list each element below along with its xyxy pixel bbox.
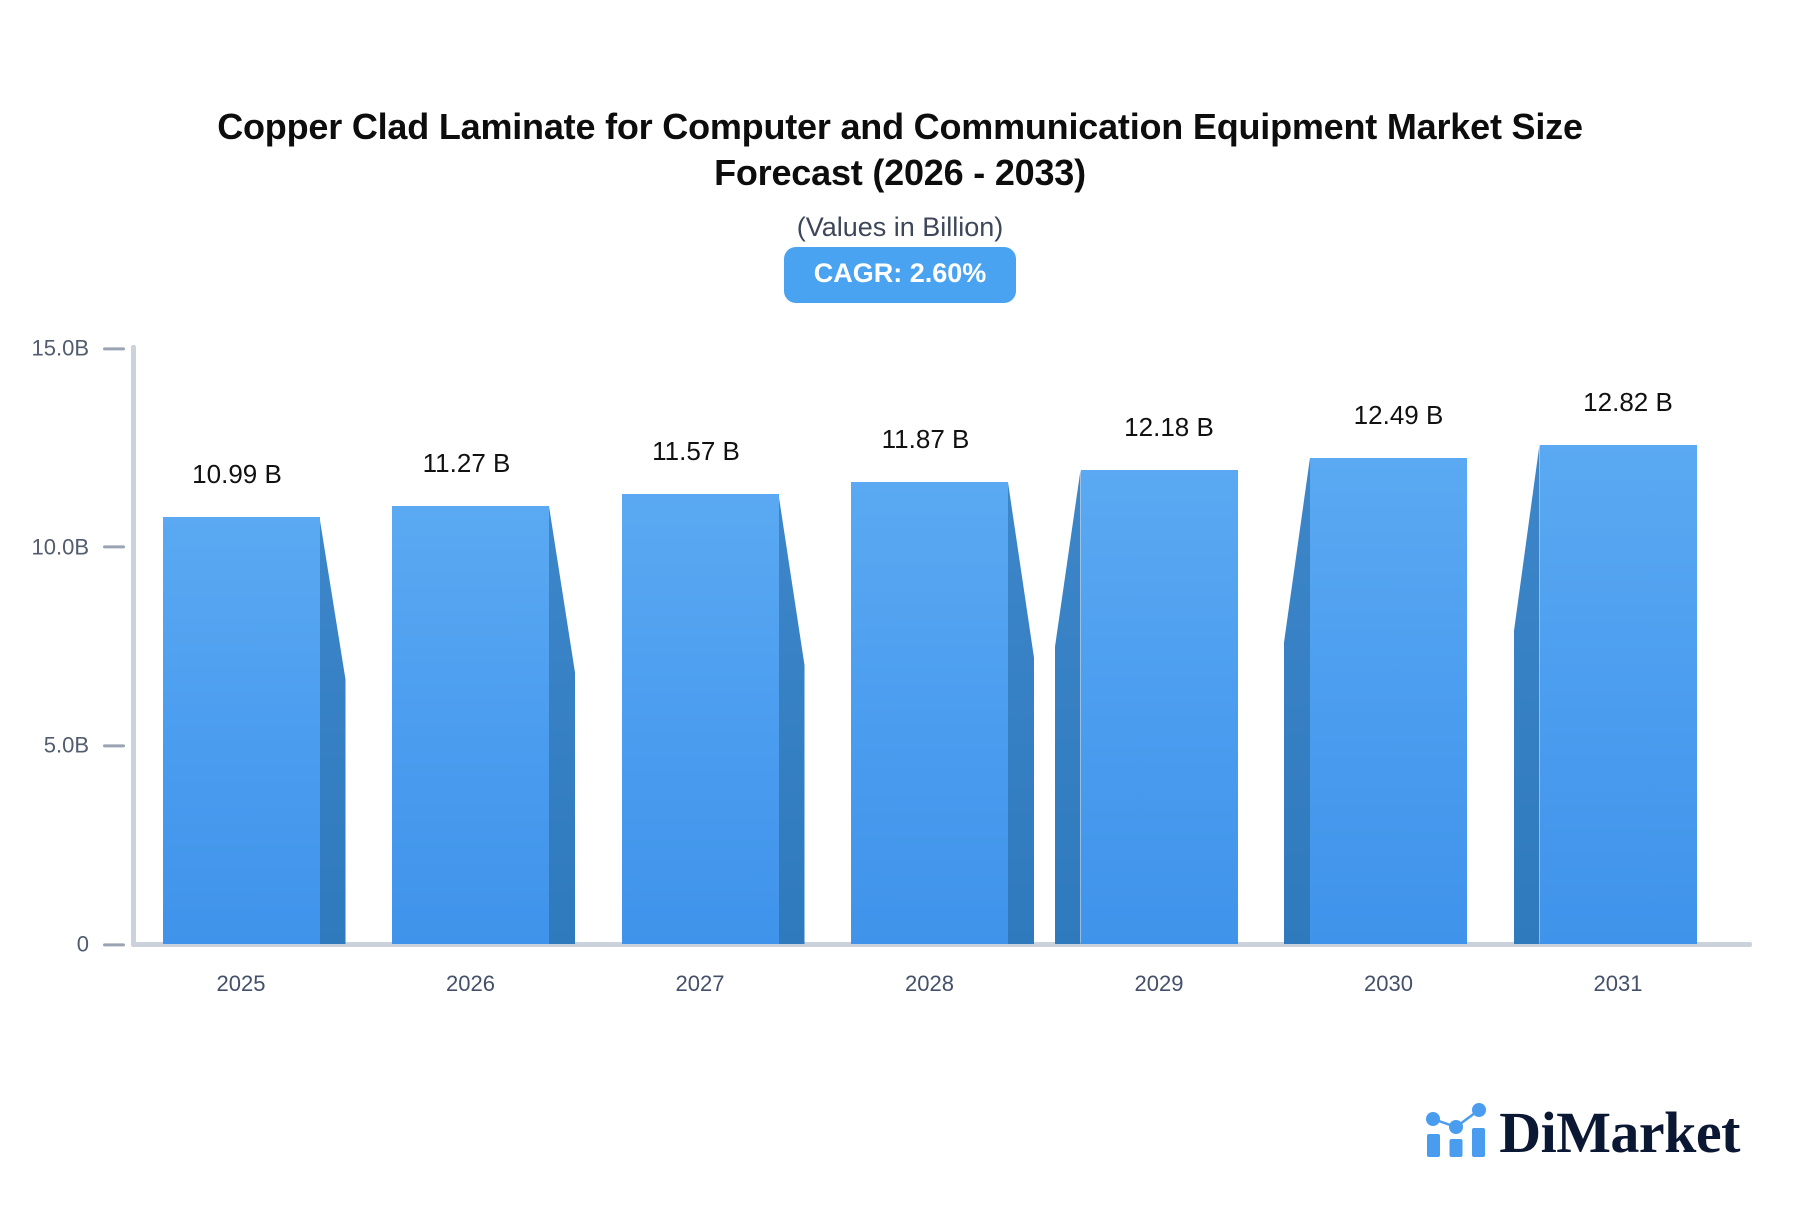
bar-value-label: 10.99 B bbox=[192, 459, 282, 490]
bar-side-panel bbox=[549, 506, 575, 944]
y-axis-tick: 10.0B bbox=[0, 533, 125, 560]
y-axis-tick-label: 10.0B bbox=[31, 534, 90, 560]
chart-subtitle: (Values in Billion) bbox=[796, 212, 1004, 243]
logo-text: DiMarket bbox=[1499, 1099, 1740, 1165]
bar-front-face bbox=[392, 506, 549, 944]
x-axis-label-2026: 2026 bbox=[446, 971, 495, 996]
bar-2026[interactable] bbox=[392, 496, 575, 944]
bar-side-panel bbox=[778, 494, 805, 944]
cagr-badge-wrapper: CAGR: 2.60% bbox=[0, 247, 1800, 303]
bar-side-panel bbox=[319, 517, 346, 944]
y-axis-tick-mark bbox=[103, 943, 125, 947]
bar-value-label: 12.18 B bbox=[1124, 412, 1214, 443]
bar-2027[interactable] bbox=[621, 484, 805, 944]
bar-front-face bbox=[621, 494, 779, 944]
cagr-badge: CAGR: 2.60% bbox=[783, 247, 1017, 303]
bar-value-label: 11.27 B bbox=[422, 448, 511, 479]
x-axis-label-2030: 2030 bbox=[1364, 971, 1413, 996]
bar-front-face bbox=[851, 482, 1008, 944]
chart-title: Copper Clad Laminate for Computer and Co… bbox=[217, 106, 1583, 194]
bar-side-panel bbox=[1284, 457, 1310, 944]
y-axis-tick: 15.0B bbox=[0, 334, 125, 361]
bar-value-label: 12.82 B bbox=[1583, 386, 1673, 417]
bar-chart-icon bbox=[1425, 1101, 1487, 1164]
x-axis-label-2029: 2029 bbox=[1134, 971, 1184, 996]
title-block: Copper Clad Laminate for Computer and Co… bbox=[0, 104, 1800, 303]
y-axis-tick-mark bbox=[103, 744, 125, 748]
bar-front-face bbox=[1539, 444, 1697, 944]
x-axis-label-2027: 2027 bbox=[675, 971, 725, 996]
y-axis-tick-mark bbox=[103, 347, 125, 351]
dimarket-logo: DiMarket bbox=[1425, 1101, 1740, 1164]
y-axis-tick-label: 0 bbox=[76, 931, 89, 957]
bar-2030[interactable] bbox=[1284, 448, 1467, 944]
y-axis-tick: 0 bbox=[0, 930, 125, 957]
bar-value-label: 11.57 B bbox=[652, 436, 740, 467]
x-axis-label-2025: 2025 bbox=[216, 971, 266, 996]
bar-front-face bbox=[1310, 457, 1467, 944]
x-axis-label-2031: 2031 bbox=[1593, 971, 1643, 996]
bar-2028[interactable] bbox=[851, 472, 1034, 944]
bar-side-panel bbox=[1008, 482, 1034, 944]
bar-front-face bbox=[162, 517, 320, 944]
x-axis-line bbox=[131, 942, 1752, 947]
y-axis-tick: 5.0B bbox=[0, 732, 125, 759]
bar-2025[interactable] bbox=[162, 507, 346, 944]
bar-value-label: 11.87 B bbox=[881, 424, 970, 455]
y-axis-tick-mark bbox=[103, 545, 125, 549]
bar-2031[interactable] bbox=[1513, 435, 1697, 944]
y-axis-line bbox=[131, 345, 136, 946]
bar-value-label: 12.49 B bbox=[1353, 399, 1444, 430]
y-axis-tick-label: 15.0B bbox=[31, 335, 90, 361]
bar-side-panel bbox=[1513, 444, 1540, 944]
bar-2029[interactable] bbox=[1054, 460, 1238, 944]
bar-side-panel bbox=[1054, 470, 1081, 944]
x-axis-label-2028: 2028 bbox=[905, 971, 954, 996]
bar-front-face bbox=[1080, 470, 1238, 944]
y-axis-tick-label: 5.0B bbox=[43, 732, 89, 758]
